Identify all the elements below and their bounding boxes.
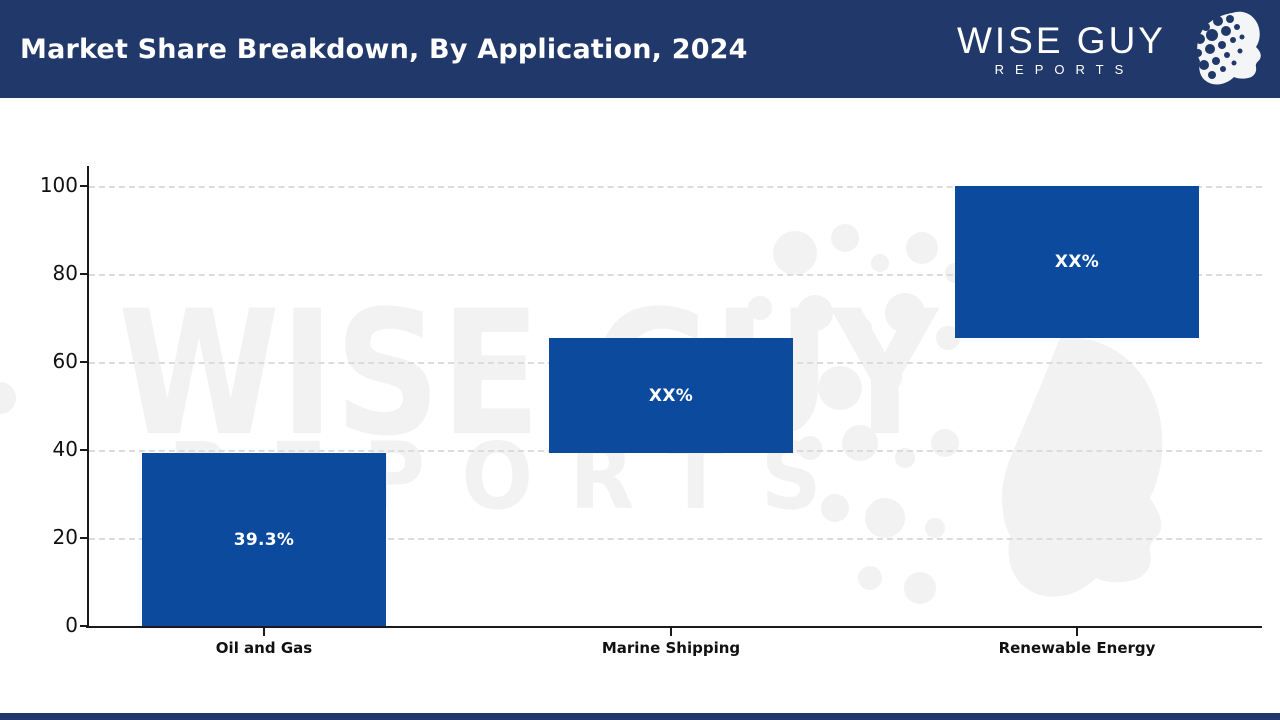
logo-text: WISE GUY REPORTS	[957, 22, 1166, 77]
x-axis-label-1: Marine Shipping	[601, 639, 741, 657]
bar-value-label: XX%	[1054, 252, 1100, 273]
gridline-y-100	[89, 186, 1262, 188]
y-axis-label-40: 40	[52, 437, 78, 461]
bar-value-label: 39.3%	[233, 529, 295, 550]
gridline-y-20	[89, 538, 1262, 540]
y-axis-label-0: 0	[65, 613, 78, 637]
x-axis-tick-0	[263, 628, 265, 636]
footer-bar	[0, 713, 1280, 720]
y-axis-tick-80	[80, 273, 87, 275]
header-bar: Market Share Breakdown, By Application, …	[0, 0, 1280, 98]
y-axis-label-20: 20	[52, 525, 78, 549]
x-axis-label-0: Oil and Gas	[215, 639, 313, 657]
gridline-y-80	[89, 274, 1262, 276]
bar-oil-and-gas[interactable]: 39.3%	[142, 453, 386, 626]
bar-value-label: XX%	[648, 385, 694, 406]
x-axis-line	[86, 626, 1262, 628]
bar-renewable-energy[interactable]: XX%	[955, 186, 1199, 339]
wise-guy-logo: WISE GUY REPORTS	[957, 7, 1280, 91]
chart-canvas: WISE GUY REPORTS	[0, 98, 1280, 713]
y-axis-line	[87, 166, 89, 628]
y-axis-label-80: 80	[52, 261, 78, 285]
x-axis-label-2: Renewable Energy	[998, 639, 1156, 657]
logo-subtitle: REPORTS	[994, 61, 1135, 77]
page-title: Market Share Breakdown, By Application, …	[20, 33, 748, 65]
y-axis-label-60: 60	[52, 349, 78, 373]
y-axis-tick-20	[80, 537, 87, 539]
x-axis-tick-2	[1076, 628, 1078, 636]
y-axis-tick-0	[80, 625, 87, 627]
y-axis-tick-100	[80, 185, 87, 187]
bar-marine-shipping[interactable]: XX%	[549, 338, 793, 454]
logo-wordmark: WISE GUY	[956, 19, 1166, 61]
watermark-line1-text: WISE GUY	[118, 273, 940, 474]
x-axis-tick-1	[670, 628, 672, 636]
y-axis-label-100: 100	[39, 173, 78, 197]
y-axis-tick-60	[80, 361, 87, 363]
y-axis-tick-40	[80, 449, 87, 451]
logo-face-icon	[1194, 11, 1261, 85]
